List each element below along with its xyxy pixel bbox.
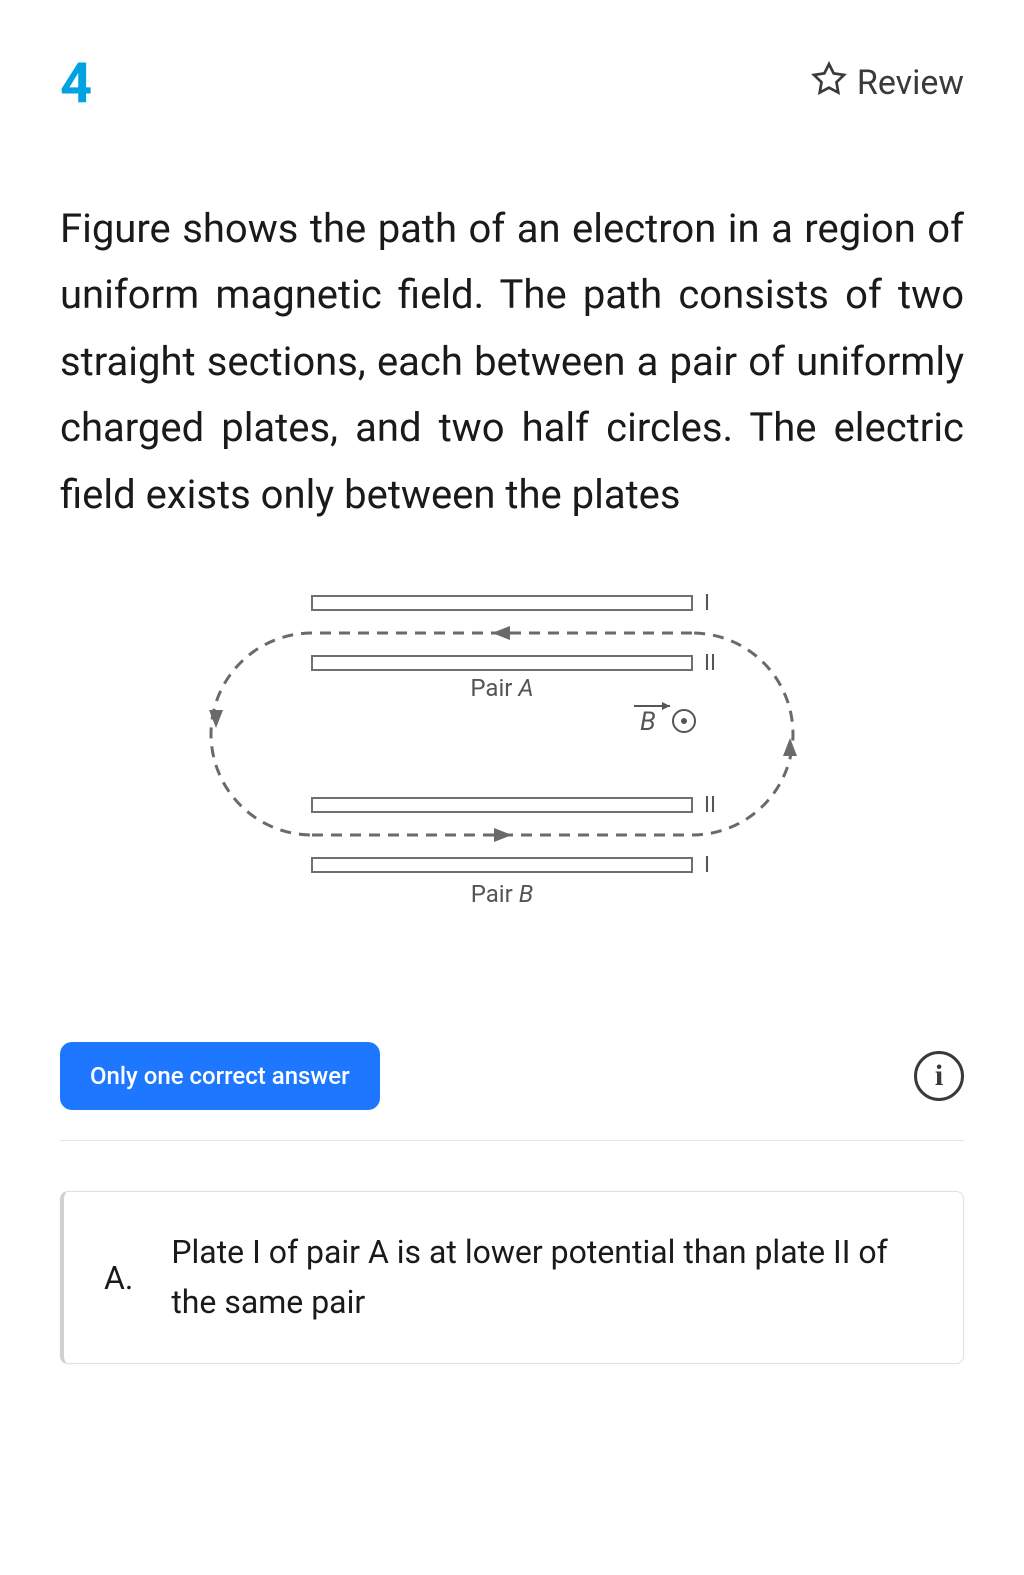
question-page: 4 Review Figure shows the path of an ele… — [0, 0, 1024, 1444]
option-letter: A. — [104, 1259, 133, 1297]
svg-text:B: B — [640, 707, 656, 737]
review-label: Review — [857, 63, 964, 103]
option-text: Plate I of pair A is at lower potential … — [171, 1228, 923, 1327]
pair-a-label: Pair A — [470, 674, 533, 702]
info-icon[interactable]: i — [914, 1051, 964, 1101]
instruction-badge: Only one correct answer — [60, 1042, 380, 1110]
instruction-row: Only one correct answer i — [60, 1042, 964, 1110]
question-header: 4 Review — [60, 50, 964, 116]
star-icon — [811, 61, 847, 106]
plate-i-label-top: I — [704, 591, 710, 616]
question-text: Figure shows the path of an electron in … — [60, 196, 964, 528]
pair-b-label: Pair B — [471, 880, 534, 908]
figure-container: I II II I — [60, 578, 964, 922]
plate-i-label-bottom: I — [704, 853, 710, 878]
review-button[interactable]: Review — [811, 61, 964, 106]
option-a[interactable]: A. Plate I of pair A is at lower potenti… — [60, 1191, 964, 1364]
plate-ii-label-top: II — [704, 651, 716, 676]
plate-ii-label-bottom: II — [704, 793, 716, 818]
physics-figure: I II II I — [192, 578, 832, 922]
question-number: 4 — [60, 50, 92, 116]
divider — [60, 1140, 964, 1141]
b-vector-icon: B — [634, 702, 695, 737]
